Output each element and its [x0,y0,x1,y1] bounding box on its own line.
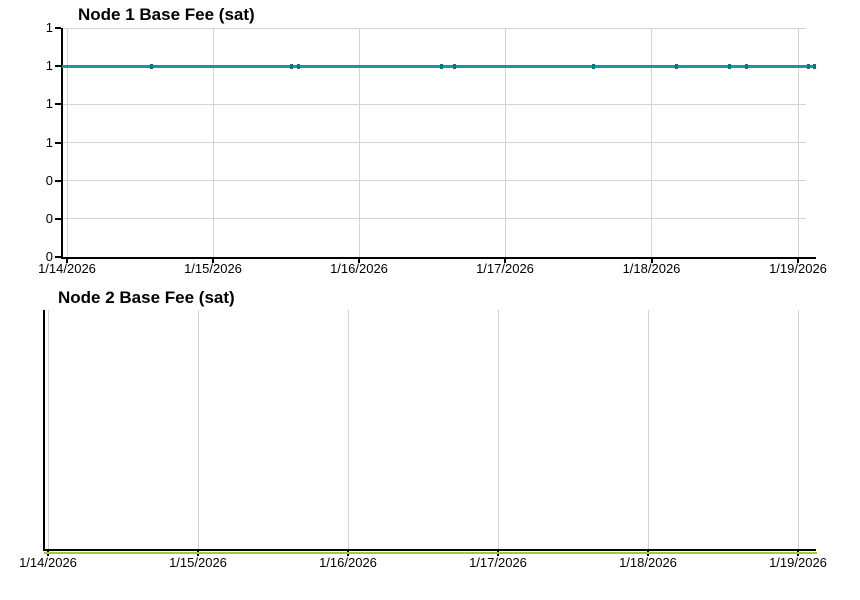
x-tick-label: 1/18/2026 [619,555,677,570]
x-tick [797,257,799,263]
x-tick-label: 1/16/2026 [330,261,388,276]
node2-series-line [44,551,817,554]
horizontal-gridline [63,27,806,29]
y-tick [55,179,61,182]
data-point-marker [807,64,810,69]
vertical-gridline [47,310,49,550]
x-tick [650,257,653,263]
data-point-marker [675,64,678,69]
y-tick-label: 0 [45,210,53,226]
x-tick [66,257,68,263]
horizontal-gridline [63,180,806,182]
y-tick-label: 1 [45,96,53,112]
vertical-gridline [197,310,199,550]
x-tick-label: 1/14/2026 [38,261,96,276]
x-tick-label: 1/19/2026 [769,261,827,276]
horizontal-gridline [63,218,806,220]
horizontal-gridline [63,103,806,105]
node1-series-line [62,64,816,69]
x-tick-label: 1/15/2026 [184,261,242,276]
data-point-marker [728,64,731,69]
data-point-marker [592,64,595,69]
x-tick-label: 1/14/2026 [19,555,77,570]
x-tick-label: 1/18/2026 [622,261,681,276]
y-axis-line [42,310,45,551]
y-tick [55,217,61,220]
x-tick-label: 1/17/2026 [469,555,527,570]
data-point-marker [440,64,443,69]
x-axis-line [42,549,816,551]
y-tick [55,141,61,144]
y-tick-label: 0 [45,249,53,264]
x-tick-label: 1/16/2026 [319,555,377,570]
y-tick [55,256,61,258]
y-axis-line [60,28,63,259]
x-axis-line [60,256,816,259]
vertical-gridline [797,310,799,550]
vertical-gridline [497,310,499,550]
data-point-marker [745,64,748,69]
chart-title: Node 2 Base Fee (sat) [58,288,235,307]
y-tick [55,65,61,68]
data-point-marker [813,64,816,69]
horizontal-gridline [63,142,806,143]
y-tick-label: 1 [45,134,53,150]
data-point-marker [297,64,300,69]
x-tick [212,257,214,263]
y-tick [55,103,61,106]
x-tick-label: 1/17/2026 [476,261,534,276]
y-tick-label: 1 [45,58,53,74]
y-tick-label: 1 [45,20,53,35]
y-tick-label: 0 [45,172,53,188]
x-tick [358,257,360,263]
x-tick-label: 1/19/2026 [769,555,827,570]
x-tick [504,257,506,263]
y-tick [55,27,61,29]
chart-title: Node 1 Base Fee (sat) [78,5,255,24]
data-point-marker [290,64,293,69]
x-tick-label: 1/15/2026 [169,555,227,570]
vertical-gridline [647,310,649,550]
data-point-marker [453,64,456,69]
vertical-gridline [347,310,349,550]
data-point-marker [150,64,153,69]
